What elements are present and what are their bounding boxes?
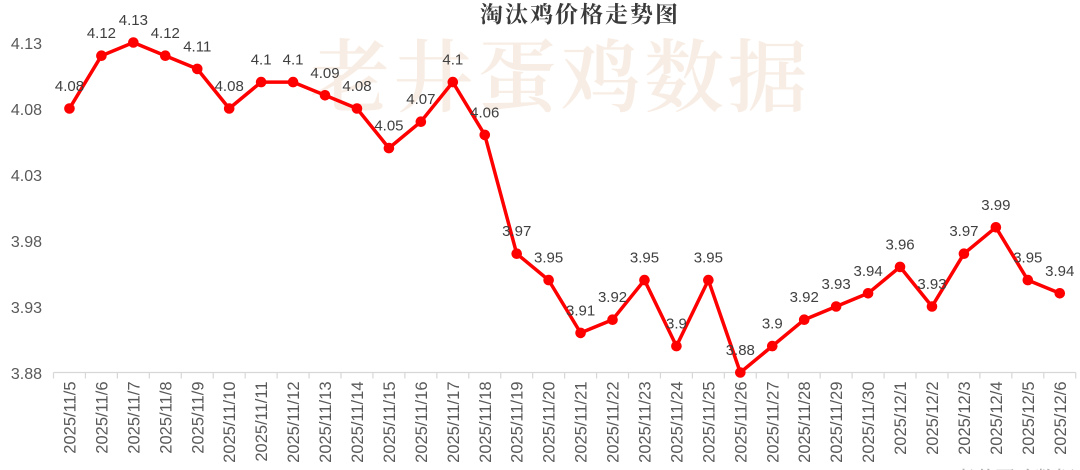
svg-text:3.95: 3.95 (694, 250, 723, 267)
svg-text:2025/11/14: 2025/11/14 (349, 382, 367, 463)
svg-text:3.9: 3.9 (762, 316, 783, 333)
svg-text:3.99: 3.99 (981, 197, 1010, 214)
svg-text:2025/11/19: 2025/11/19 (509, 382, 527, 463)
svg-text:4.03: 4.03 (11, 168, 42, 185)
svg-text:3.93: 3.93 (917, 276, 946, 293)
svg-text:4.06: 4.06 (470, 104, 499, 121)
svg-text:4.08: 4.08 (55, 78, 84, 95)
svg-text:2025/12/3: 2025/12/3 (956, 382, 974, 455)
svg-text:2025/11/13: 2025/11/13 (317, 382, 335, 463)
svg-text:4.09: 4.09 (310, 65, 339, 82)
svg-text:2025/11/16: 2025/11/16 (413, 382, 431, 463)
svg-text:3.94: 3.94 (1045, 263, 1074, 280)
svg-text:2025/11/15: 2025/11/15 (381, 382, 399, 463)
svg-text:2025/11/7: 2025/11/7 (125, 382, 143, 454)
svg-text:2025/11/30: 2025/11/30 (860, 382, 878, 463)
svg-text:2025/11/29: 2025/11/29 (828, 382, 846, 463)
svg-text:3.93: 3.93 (11, 300, 42, 317)
svg-text:2025/12/2: 2025/12/2 (924, 382, 942, 455)
svg-text:4.08: 4.08 (342, 78, 371, 95)
svg-text:3.96: 3.96 (885, 236, 914, 253)
svg-text:3.91: 3.91 (566, 302, 595, 319)
svg-text:3.95: 3.95 (1013, 250, 1042, 267)
svg-text:2025/12/4: 2025/12/4 (988, 382, 1006, 455)
svg-text:2025/11/6: 2025/11/6 (93, 382, 111, 454)
svg-text:4.05: 4.05 (374, 118, 403, 135)
svg-text:2025/11/17: 2025/11/17 (445, 382, 463, 463)
svg-text:2025/11/5: 2025/11/5 (61, 382, 79, 454)
svg-text:4.12: 4.12 (151, 25, 180, 42)
svg-text:3.88: 3.88 (726, 342, 755, 359)
svg-text:4.12: 4.12 (87, 25, 116, 42)
svg-text:2025/12/1: 2025/12/1 (892, 382, 910, 455)
svg-text:2025/12/6: 2025/12/6 (1052, 382, 1070, 455)
svg-text:4.08: 4.08 (11, 102, 42, 119)
svg-text:2025/11/10: 2025/11/10 (221, 382, 239, 463)
svg-text:3.92: 3.92 (598, 289, 627, 306)
svg-text:3.95: 3.95 (534, 250, 563, 267)
svg-text:3.95: 3.95 (630, 250, 659, 267)
svg-text:2025/11/28: 2025/11/28 (796, 382, 814, 463)
svg-text:2025/11/11: 2025/11/11 (253, 382, 271, 462)
svg-text:2025/11/8: 2025/11/8 (157, 382, 175, 454)
svg-text:3.92: 3.92 (790, 289, 819, 306)
svg-text:4.13: 4.13 (119, 12, 148, 29)
svg-text:4.11: 4.11 (183, 38, 211, 55)
svg-text:4.07: 4.07 (406, 91, 435, 108)
svg-text:2025/11/9: 2025/11/9 (189, 382, 207, 454)
svg-text:4.1: 4.1 (283, 52, 304, 69)
svg-text:3.97: 3.97 (502, 223, 531, 240)
svg-text:3.97: 3.97 (949, 223, 978, 240)
svg-text:3.93: 3.93 (822, 276, 851, 293)
svg-text:2025/11/20: 2025/11/20 (541, 382, 559, 463)
svg-text:2025/11/12: 2025/11/12 (285, 382, 303, 463)
svg-text:2025/11/26: 2025/11/26 (732, 382, 750, 463)
svg-text:4.08: 4.08 (215, 78, 244, 95)
svg-text:4.1: 4.1 (251, 52, 272, 69)
svg-text:4.13: 4.13 (11, 36, 42, 53)
svg-text:4.1: 4.1 (442, 52, 463, 69)
svg-text:2025/12/5: 2025/12/5 (1020, 382, 1038, 455)
svg-text:3.98: 3.98 (11, 234, 42, 251)
svg-text:3.94: 3.94 (853, 263, 882, 280)
svg-text:2025/11/21: 2025/11/21 (573, 382, 591, 463)
svg-text:2025/11/25: 2025/11/25 (700, 382, 718, 463)
svg-text:2025/11/24: 2025/11/24 (668, 382, 686, 463)
svg-text:3.9: 3.9 (666, 316, 687, 333)
svg-text:2025/11/22: 2025/11/22 (605, 382, 623, 463)
svg-text:2025/11/27: 2025/11/27 (764, 382, 782, 463)
svg-text:2025/11/18: 2025/11/18 (477, 382, 495, 463)
svg-text:3.88: 3.88 (11, 366, 42, 383)
svg-text:2025/11/23: 2025/11/23 (636, 382, 654, 463)
